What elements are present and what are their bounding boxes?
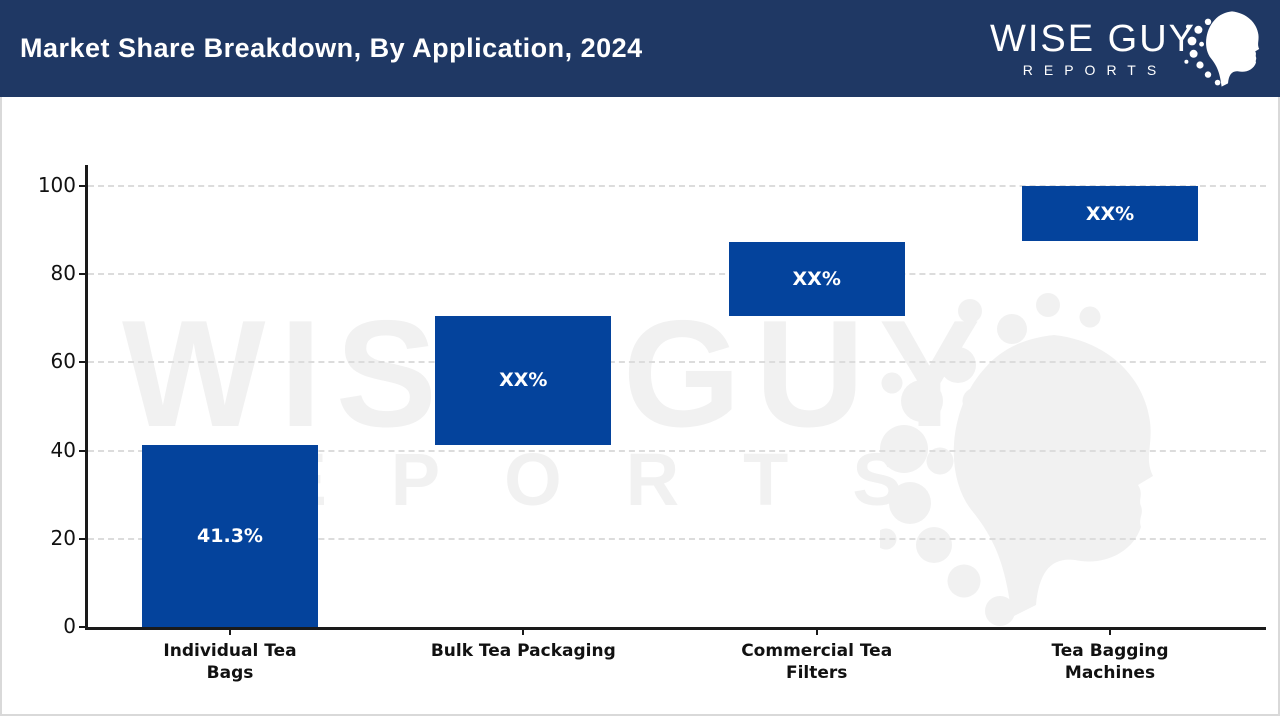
y-tick-label-80: 80 (50, 261, 76, 286)
bar-individual-tea-bags: 41.3% (142, 444, 318, 627)
bottom-divider (0, 714, 1280, 716)
x-category-label: Bulk Tea Packaging (430, 641, 616, 661)
header-band: Market Share Breakdown, By Application, … (0, 0, 1280, 97)
gridline-40 (88, 449, 1266, 452)
bar-value-label: XX% (1085, 202, 1135, 225)
bar-bulk-tea-packaging: XX% (435, 315, 612, 445)
brand-name: WISE GUY (989, 17, 1196, 60)
bar-tea-bagging-machines: XX% (1022, 186, 1198, 242)
y-tick-40 (79, 449, 88, 452)
x-category-label: Individual Tea Bags (163, 641, 297, 683)
bar-value-label: 41.3% (197, 524, 263, 547)
x-tick-3 (1109, 627, 1111, 635)
chart-title: Market Share Breakdown, By Application, … (20, 33, 643, 63)
y-tick-label-40: 40 (50, 437, 76, 462)
brand-logo: WISE GUY REPORTS (990, 9, 1280, 89)
y-tick-100 (79, 185, 88, 187)
brand-subname: REPORTS (1022, 61, 1168, 78)
gridline-100 (88, 185, 1266, 187)
y-tick-label-20: 20 (50, 525, 76, 550)
y-tick-0 (79, 626, 88, 628)
y-tick-80 (79, 273, 88, 276)
bar-value-label: XX% (499, 369, 548, 392)
bar-value-label: XX% (792, 267, 841, 290)
gridline-60 (88, 361, 1266, 364)
wise-guy-face-icon (1184, 10, 1260, 87)
y-tick-label-0: 0 (63, 614, 76, 638)
gridline-80 (88, 273, 1266, 276)
x-tick-2 (815, 627, 818, 635)
watermark-face-icon (880, 293, 1153, 626)
x-category-label: Commercial Tea Filters (741, 641, 893, 683)
y-tick-60 (79, 361, 88, 364)
y-tick-label-60: 60 (50, 349, 76, 374)
y-axis-spine (85, 165, 88, 630)
bar-commercial-tea-filters: XX% (728, 242, 905, 316)
brand-logo-text: WISE GUY REPORTS (990, 20, 1196, 78)
x-category-label: Tea Bagging Machines (1051, 641, 1169, 683)
y-tick-label-100: 100 (37, 173, 76, 197)
x-tick-1 (522, 627, 525, 635)
y-tick-20 (79, 537, 88, 540)
x-axis-spine (85, 627, 1266, 630)
x-tick-0 (229, 627, 231, 635)
gridline-20 (88, 537, 1266, 540)
